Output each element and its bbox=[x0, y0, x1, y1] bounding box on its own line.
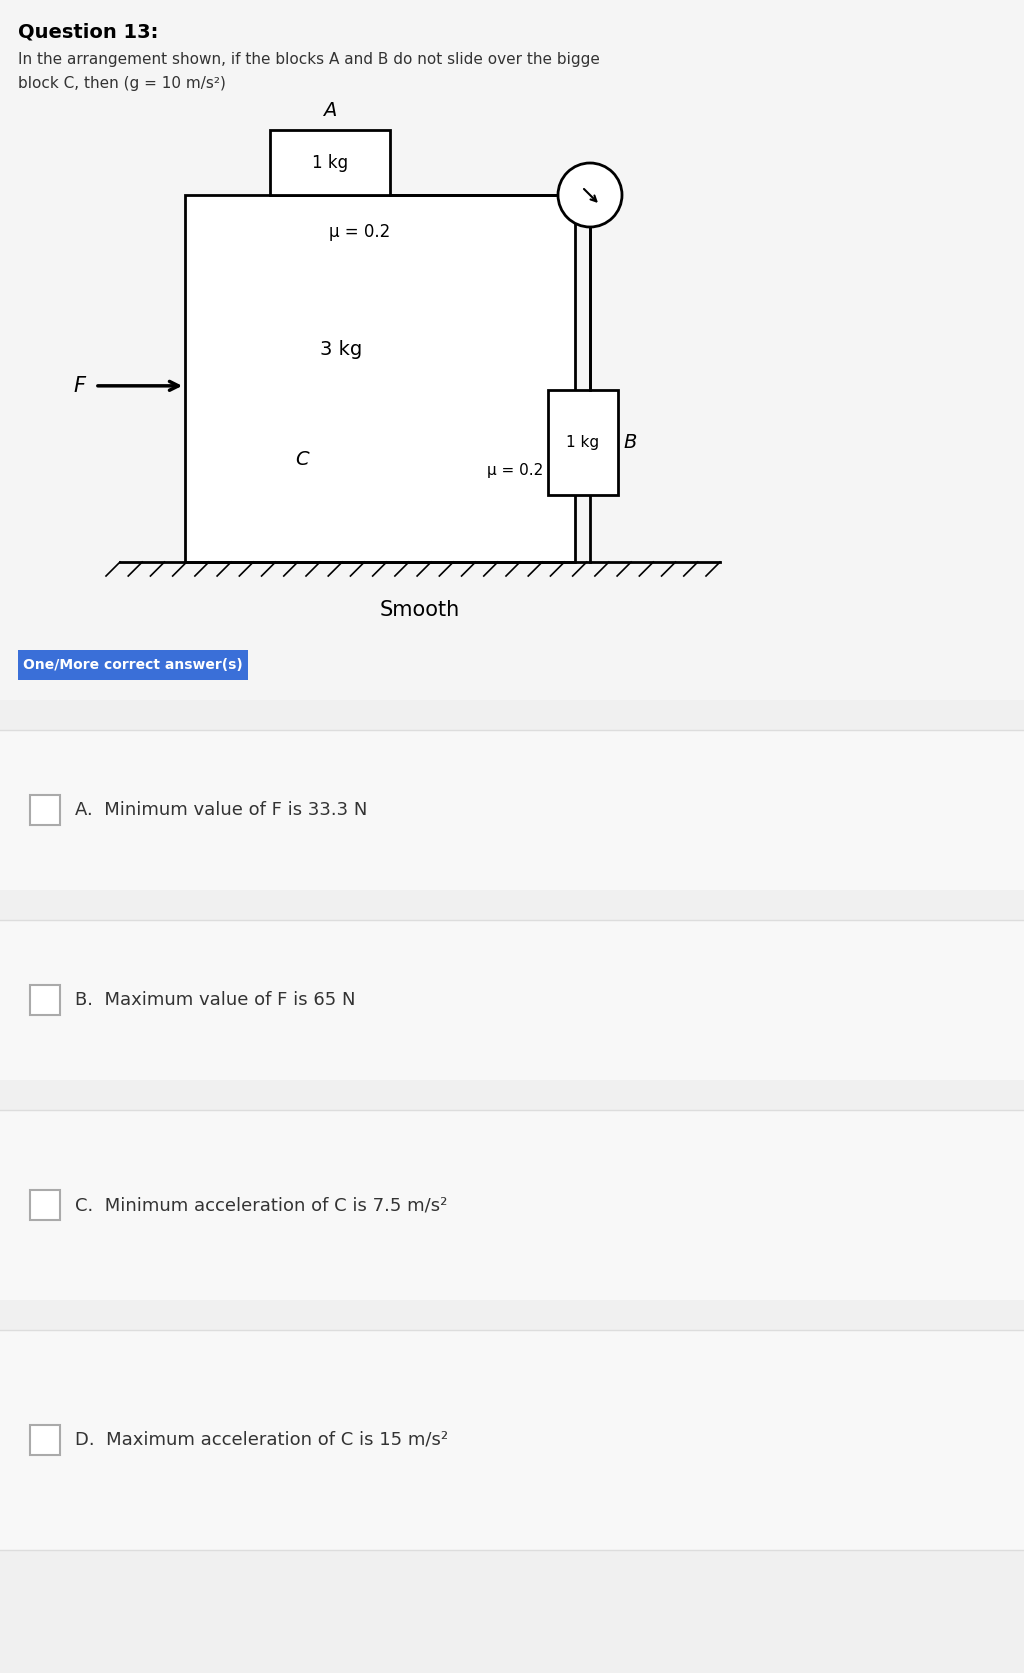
Text: One/More correct answer(s): One/More correct answer(s) bbox=[24, 657, 243, 673]
Text: μ = 0.2: μ = 0.2 bbox=[486, 463, 543, 478]
Bar bbox=[30, 985, 60, 1016]
Bar bbox=[18, 651, 248, 679]
Bar bbox=[0, 0, 1024, 699]
Bar bbox=[0, 729, 1024, 890]
Text: C: C bbox=[295, 450, 309, 468]
Text: A: A bbox=[324, 100, 337, 120]
Text: In the arrangement shown, if the blocks A and B do not slide over the bigge: In the arrangement shown, if the blocks … bbox=[18, 52, 600, 67]
Bar bbox=[0, 1330, 1024, 1549]
Text: 1 kg: 1 kg bbox=[312, 154, 348, 172]
Text: Smooth: Smooth bbox=[380, 601, 460, 621]
Text: C.  Minimum acceleration of C is 7.5 m/s²: C. Minimum acceleration of C is 7.5 m/s² bbox=[75, 1196, 447, 1215]
Text: 1 kg: 1 kg bbox=[566, 435, 600, 450]
Text: 3 kg: 3 kg bbox=[319, 340, 362, 358]
Text: block C, then (g = 10 m/s²): block C, then (g = 10 m/s²) bbox=[18, 75, 226, 90]
Bar bbox=[185, 196, 575, 562]
Bar bbox=[30, 1425, 60, 1456]
Text: Question 13:: Question 13: bbox=[18, 22, 159, 42]
Bar bbox=[270, 130, 390, 196]
Bar bbox=[0, 1109, 1024, 1300]
Text: B: B bbox=[623, 433, 636, 452]
Circle shape bbox=[558, 162, 622, 228]
Text: μ = 0.2: μ = 0.2 bbox=[330, 223, 390, 241]
Text: F: F bbox=[73, 376, 85, 397]
Bar bbox=[0, 920, 1024, 1081]
Bar bbox=[30, 795, 60, 825]
Text: A.  Minimum value of F is 33.3 N: A. Minimum value of F is 33.3 N bbox=[75, 801, 368, 820]
Bar bbox=[548, 390, 618, 495]
Bar bbox=[30, 1190, 60, 1220]
Text: B.  Maximum value of F is 65 N: B. Maximum value of F is 65 N bbox=[75, 990, 355, 1009]
Text: D.  Maximum acceleration of C is 15 m/s²: D. Maximum acceleration of C is 15 m/s² bbox=[75, 1430, 449, 1449]
